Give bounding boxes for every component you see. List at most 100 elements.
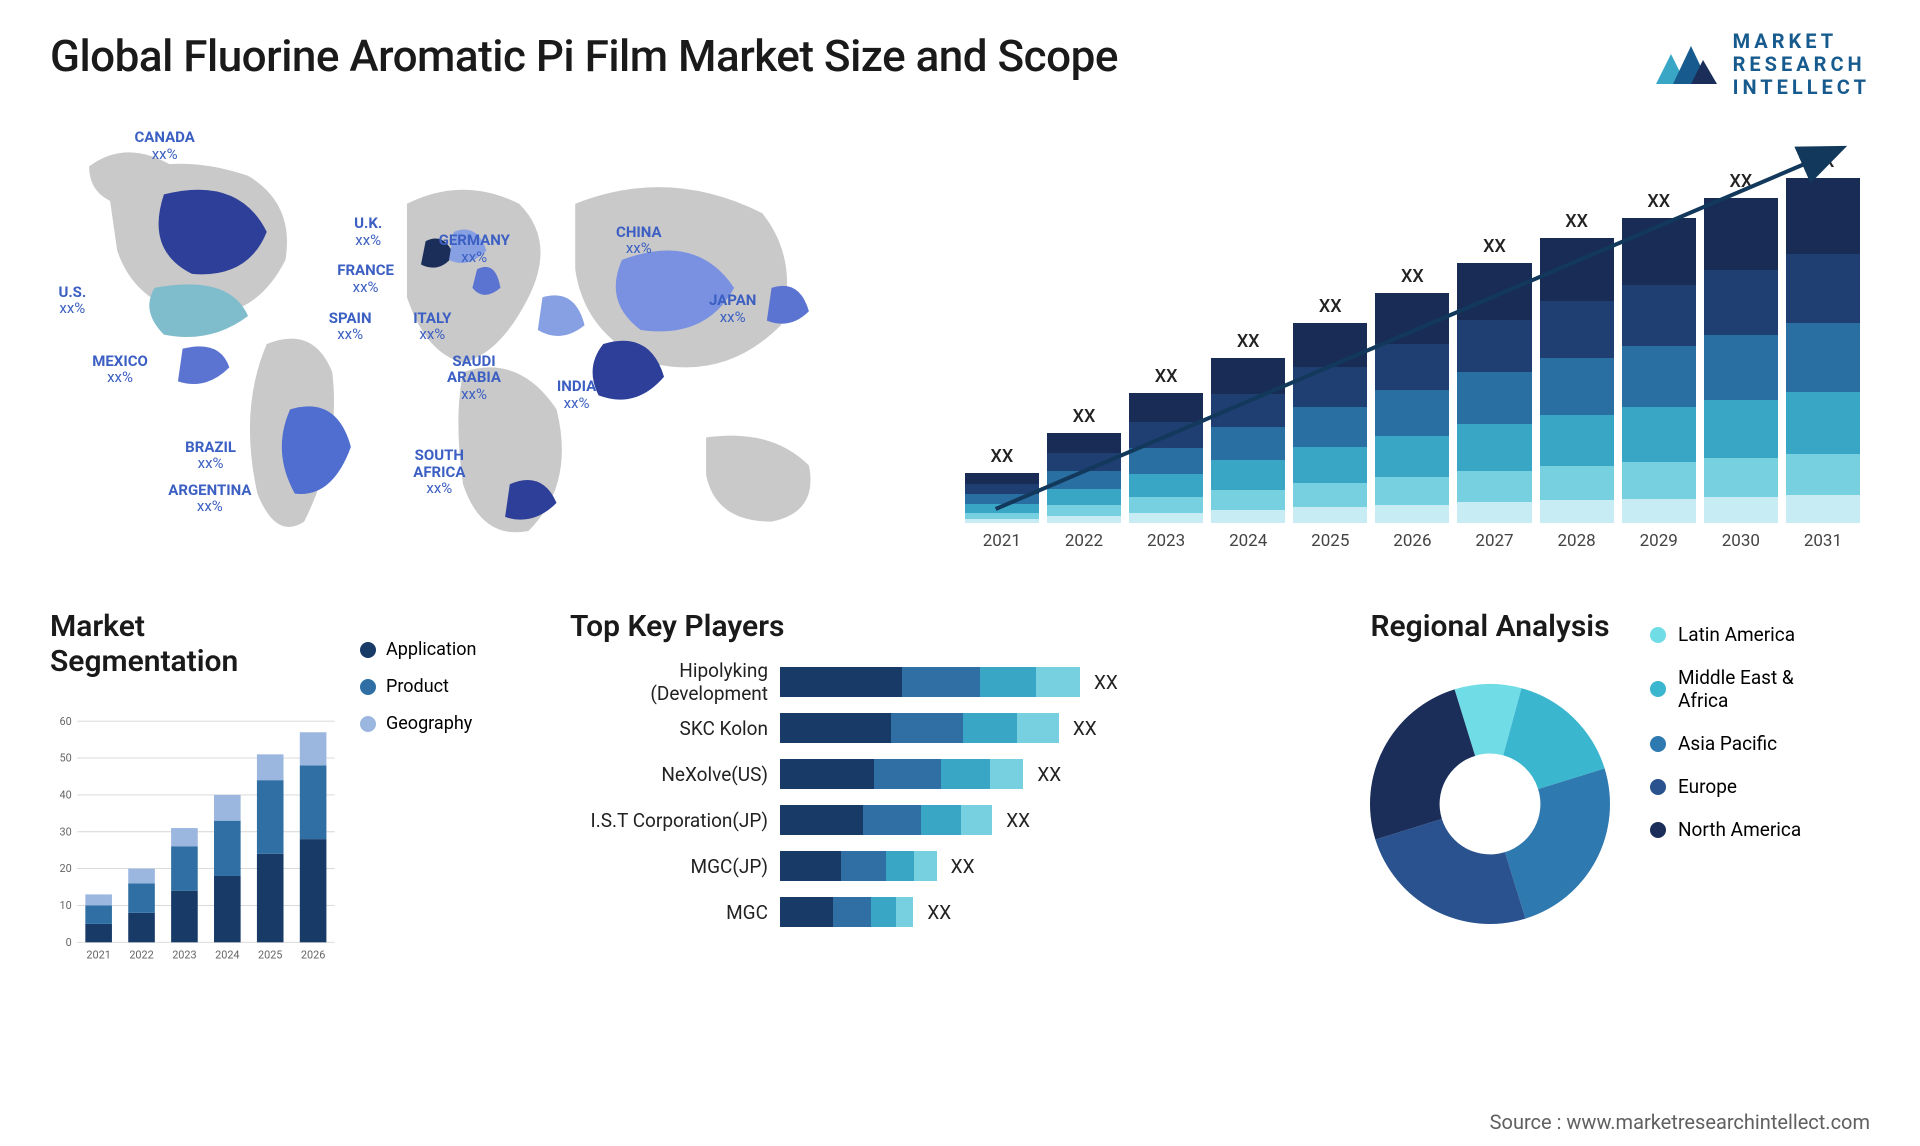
key-player-name: MGC(JP) — [570, 855, 780, 878]
growth-bar-label: XX — [1401, 266, 1424, 287]
brand-logo: MARKET RESEARCH INTELLECT — [1651, 30, 1870, 99]
growth-bar-label: XX — [1319, 296, 1342, 317]
growth-chart: XXXXXXXXXXXXXXXXXXXXXX 20212022202320242… — [955, 129, 1870, 559]
regional-legend-item: Latin America — [1650, 623, 1801, 646]
logo-line1: MARKET — [1733, 30, 1870, 53]
growth-bar-2031: XX — [1786, 151, 1860, 523]
key-player-row: Hipolyking (DevelopmentXX — [570, 664, 1310, 700]
map-label-spain: SPAINxx% — [329, 310, 372, 343]
svg-text:2021: 2021 — [86, 949, 110, 962]
donut-slice — [1370, 689, 1475, 839]
key-player-row: NeXolve(US) XX — [570, 756, 1310, 792]
regional-donut — [1350, 664, 1630, 944]
svg-text:2022: 2022 — [129, 949, 153, 962]
growth-year-label: 2021 — [965, 525, 1039, 559]
world-map-panel: CANADAxx% U.S.xx% MEXICOxx% BRAZILxx% ARGENT… — [50, 129, 895, 559]
regional-legend-item: Europe — [1650, 775, 1801, 798]
growth-year-label: 2031 — [1786, 525, 1860, 559]
growth-year-label: 2026 — [1375, 525, 1449, 559]
map-label-u-k-: U.K.xx% — [354, 215, 382, 248]
growth-year-label: 2028 — [1540, 525, 1614, 559]
key-player-value: XX — [1037, 763, 1061, 786]
map-label-italy: ITALYxx% — [413, 310, 451, 343]
svg-text:0: 0 — [66, 936, 72, 949]
svg-text:20: 20 — [60, 862, 72, 875]
regional-title: Regional Analysis — [1350, 609, 1630, 644]
key-player-value: XX — [951, 855, 975, 878]
key-player-row: SKC Kolon XX — [570, 710, 1310, 746]
growth-year-label: 2025 — [1293, 525, 1367, 559]
segmentation-panel: Market Segmentation 01020304050602021202… — [50, 609, 530, 983]
key-player-name: MGC — [570, 901, 780, 924]
growth-bar-label: XX — [1237, 331, 1260, 352]
key-player-value: XX — [1094, 671, 1118, 694]
key-player-row: MGC(JP) XX — [570, 848, 1310, 884]
key-player-value: XX — [1073, 717, 1097, 740]
growth-year-label: 2030 — [1704, 525, 1778, 559]
growth-bar-2030: XX — [1704, 171, 1778, 523]
key-player-name: SKC Kolon — [570, 717, 780, 740]
map-label-argentina: ARGENTINAxx% — [168, 482, 251, 515]
segmentation-legend: Application Product Geography — [360, 609, 530, 983]
map-label-south-africa: SOUTHAFRICAxx% — [413, 447, 465, 497]
source-attribution: Source : www.marketresearchintellect.com — [1490, 1110, 1870, 1134]
regional-legend-item: Middle East &Africa — [1650, 666, 1801, 712]
growth-bar-label: XX — [990, 446, 1013, 467]
map-label-japan: JAPANxx% — [709, 292, 756, 325]
svg-text:60: 60 — [60, 715, 72, 728]
growth-bar-label: XX — [1565, 211, 1588, 232]
key-player-value: XX — [1006, 809, 1030, 832]
growth-bar-label: XX — [1812, 151, 1835, 172]
regional-legend: Latin America Middle East &Africa Asia Pac… — [1650, 609, 1801, 861]
map-label-mexico: MEXICOxx% — [92, 353, 148, 386]
page-title: Global Fluorine Aromatic Pi Film Market … — [50, 30, 1118, 82]
key-player-value: XX — [927, 901, 951, 924]
logo-line3: INTELLECT — [1733, 76, 1870, 99]
segmentation-legend-item: Geography — [360, 713, 530, 734]
svg-text:2024: 2024 — [215, 949, 239, 962]
svg-text:2023: 2023 — [172, 949, 196, 962]
growth-bar-label: XX — [1647, 191, 1670, 212]
key-player-name: Hipolyking (Development — [570, 659, 780, 705]
growth-bar-2029: XX — [1622, 191, 1696, 523]
growth-bar-2021: XX — [965, 446, 1039, 523]
svg-text:40: 40 — [60, 789, 72, 802]
segmentation-title: Market Segmentation — [50, 609, 340, 679]
map-label-saudi-arabia: SAUDIARABIAxx% — [447, 353, 501, 403]
growth-bar-2025: XX — [1293, 296, 1367, 523]
donut-slice — [1505, 769, 1610, 919]
map-label-france: FRANCExx% — [337, 262, 394, 295]
growth-bar-label: XX — [1483, 236, 1506, 257]
regional-legend-item: North America — [1650, 818, 1801, 841]
growth-year-label: 2023 — [1129, 525, 1203, 559]
growth-bar-2028: XX — [1540, 211, 1614, 523]
key-players-panel: Top Key Players Hipolyking (DevelopmentX… — [570, 609, 1310, 983]
map-label-china: CHINAxx% — [616, 224, 662, 257]
svg-text:30: 30 — [60, 825, 72, 838]
regional-legend-item: Asia Pacific — [1650, 732, 1801, 755]
growth-bar-2024: XX — [1211, 331, 1285, 523]
key-player-row: MGC XX — [570, 894, 1310, 930]
key-player-name: I.S.T Corporation(JP) — [570, 809, 780, 832]
growth-bar-2026: XX — [1375, 266, 1449, 523]
svg-text:2025: 2025 — [258, 949, 282, 962]
growth-bar-label: XX — [1155, 366, 1178, 387]
svg-text:2026: 2026 — [301, 949, 325, 962]
logo-line2: RESEARCH — [1733, 53, 1870, 76]
map-label-u-s-: U.S.xx% — [58, 284, 86, 317]
key-players-list: Hipolyking (DevelopmentXXSKC KolonXXNeXo… — [570, 664, 1310, 930]
key-player-name: NeXolve(US) — [570, 763, 780, 786]
donut-slice — [1375, 819, 1525, 924]
growth-year-label: 2022 — [1047, 525, 1121, 559]
svg-text:10: 10 — [60, 899, 72, 912]
map-label-canada: CANADAxx% — [134, 129, 194, 162]
key-players-title: Top Key Players — [570, 609, 1310, 644]
map-label-brazil: BRAZILxx% — [185, 439, 236, 472]
growth-bar-label: XX — [1073, 406, 1096, 427]
segmentation-legend-item: Application — [360, 639, 530, 660]
growth-bar-2023: XX — [1129, 366, 1203, 523]
growth-bar-2027: XX — [1457, 236, 1531, 523]
growth-year-label: 2027 — [1457, 525, 1531, 559]
map-label-germany: GERMANYxx% — [439, 232, 510, 265]
segmentation-legend-item: Product — [360, 676, 530, 697]
